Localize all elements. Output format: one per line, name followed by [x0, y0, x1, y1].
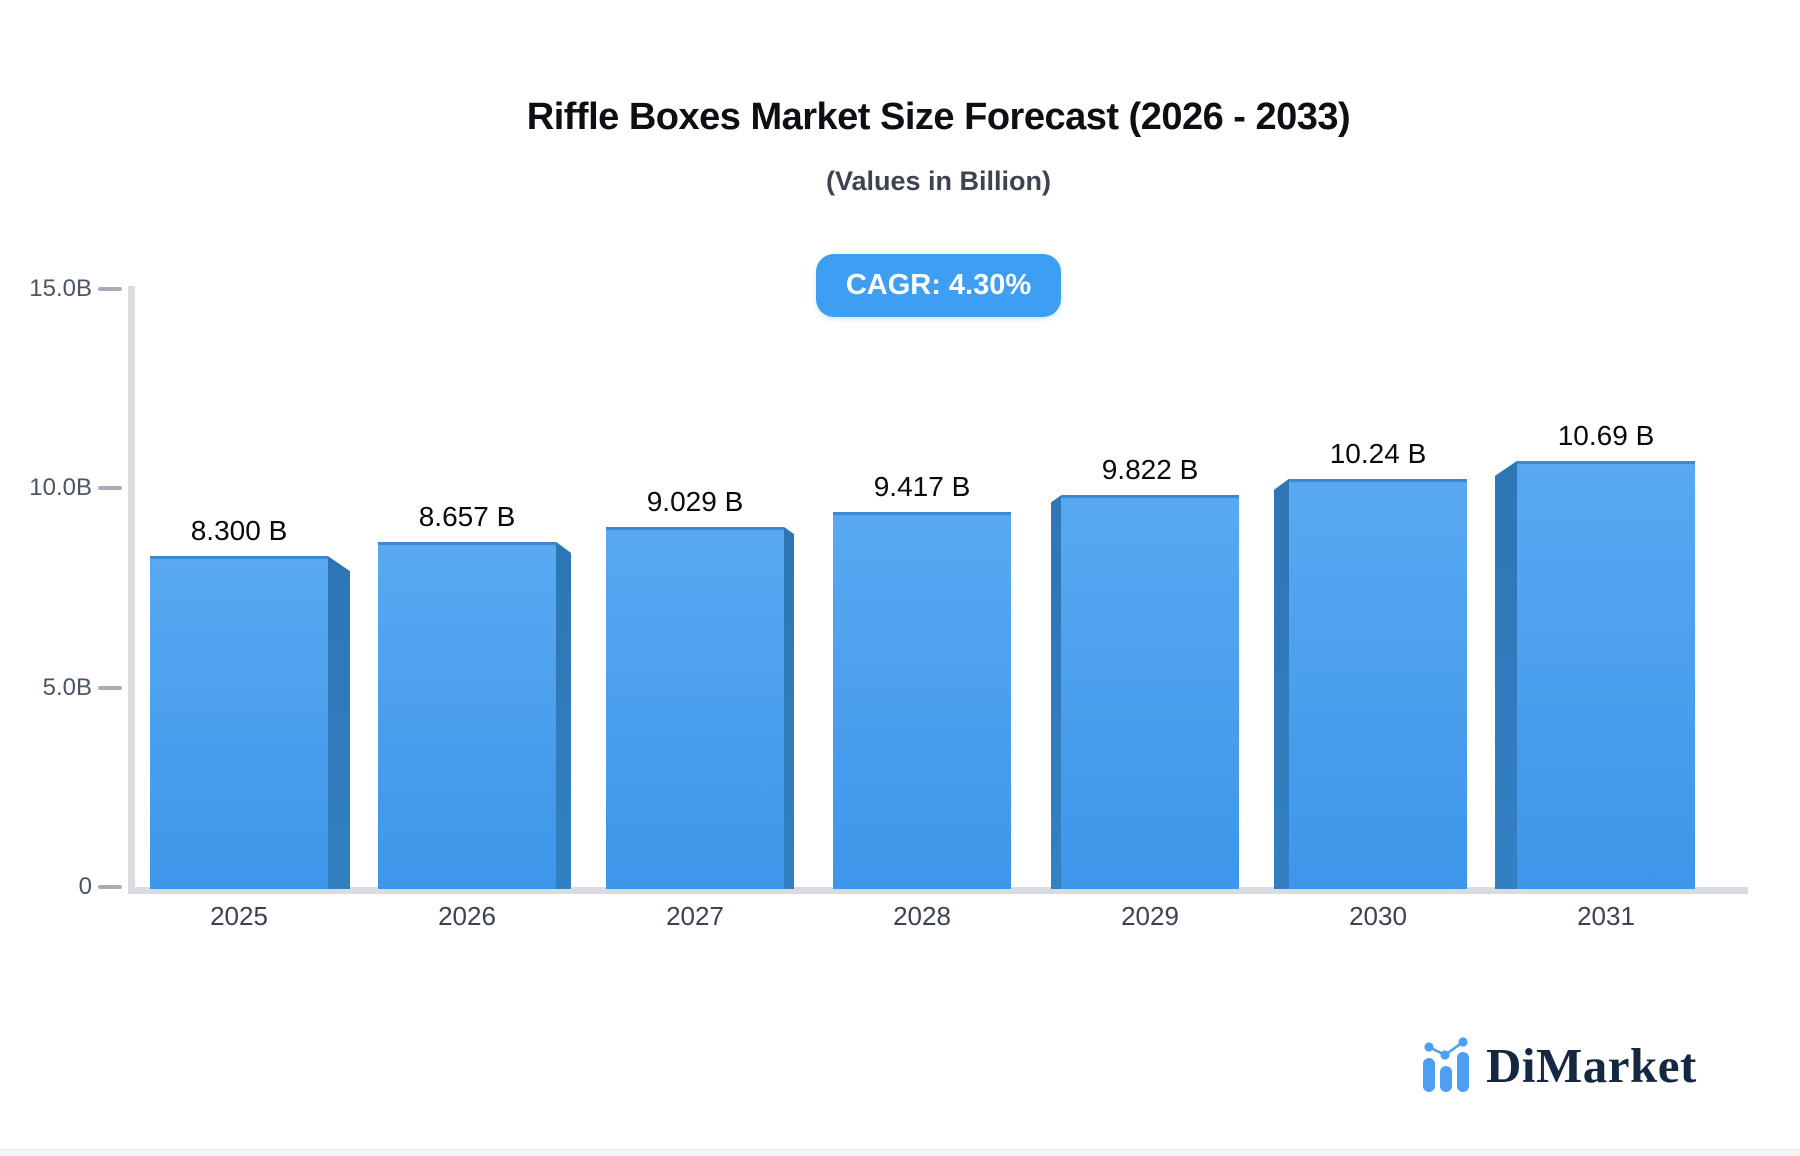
cagr-badge-row: CAGR: 4.30% [130, 254, 1747, 317]
chart-title: Riffle Boxes Market Size Forecast (2026 … [526, 96, 1351, 138]
bar [833, 511, 1011, 889]
y-tick-mark [98, 885, 122, 889]
bar-side-face [1495, 460, 1517, 889]
y-tick-label: 5.0B [42, 673, 92, 701]
bar [1517, 460, 1695, 889]
bar-side-face [784, 527, 794, 889]
bar-value-label: 8.657 B [418, 500, 516, 532]
bar [1289, 478, 1467, 889]
bar [606, 527, 784, 889]
bar [150, 556, 328, 889]
bar-side-face [328, 556, 350, 889]
chart-subtitle: (Values in Billion) [825, 166, 1052, 196]
bar-side-face [1051, 495, 1061, 889]
y-tick-label: 0 [78, 873, 92, 900]
x-axis-line [128, 887, 1748, 894]
x-tick-label: 2031 [1577, 901, 1635, 931]
x-tick-label: 2029 [1121, 901, 1179, 931]
x-tick-label: 2027 [666, 901, 724, 931]
x-tick-label: 2030 [1349, 901, 1407, 931]
brand-logo: DiMarket [1420, 1036, 1697, 1092]
y-tick-label: 10.0B [29, 474, 92, 502]
bar-value-label: 8.300 B [190, 515, 288, 547]
mini-bar-line-chart-icon [1423, 1037, 1469, 1092]
y-tick-mark [98, 287, 122, 291]
bar-value-label: 9.029 B [646, 486, 744, 518]
bar-value-label: 10.69 B [1557, 419, 1655, 451]
x-tick-label: 2026 [438, 901, 496, 931]
y-tick-label: 15.0B [29, 275, 92, 302]
x-tick-label: 2028 [893, 901, 951, 931]
y-tick-mark [98, 486, 122, 491]
x-tick-label: 2025 [210, 901, 268, 931]
bar [1061, 495, 1239, 889]
brand-logo-text: DiMarket [1486, 1038, 1697, 1093]
y-axis-line [128, 286, 135, 894]
bar-side-face [556, 541, 571, 889]
bar-value-label: 9.417 B [873, 470, 971, 502]
y-tick-mark [98, 685, 122, 690]
bar-value-label: 10.24 B [1329, 437, 1427, 469]
bar [378, 541, 556, 889]
page-bottom-edge [0, 1149, 1800, 1156]
bar-value-label: 9.822 B [1101, 454, 1199, 486]
bar-side-face [1274, 478, 1289, 889]
cagr-badge: CAGR: 4.30% [815, 254, 1062, 317]
